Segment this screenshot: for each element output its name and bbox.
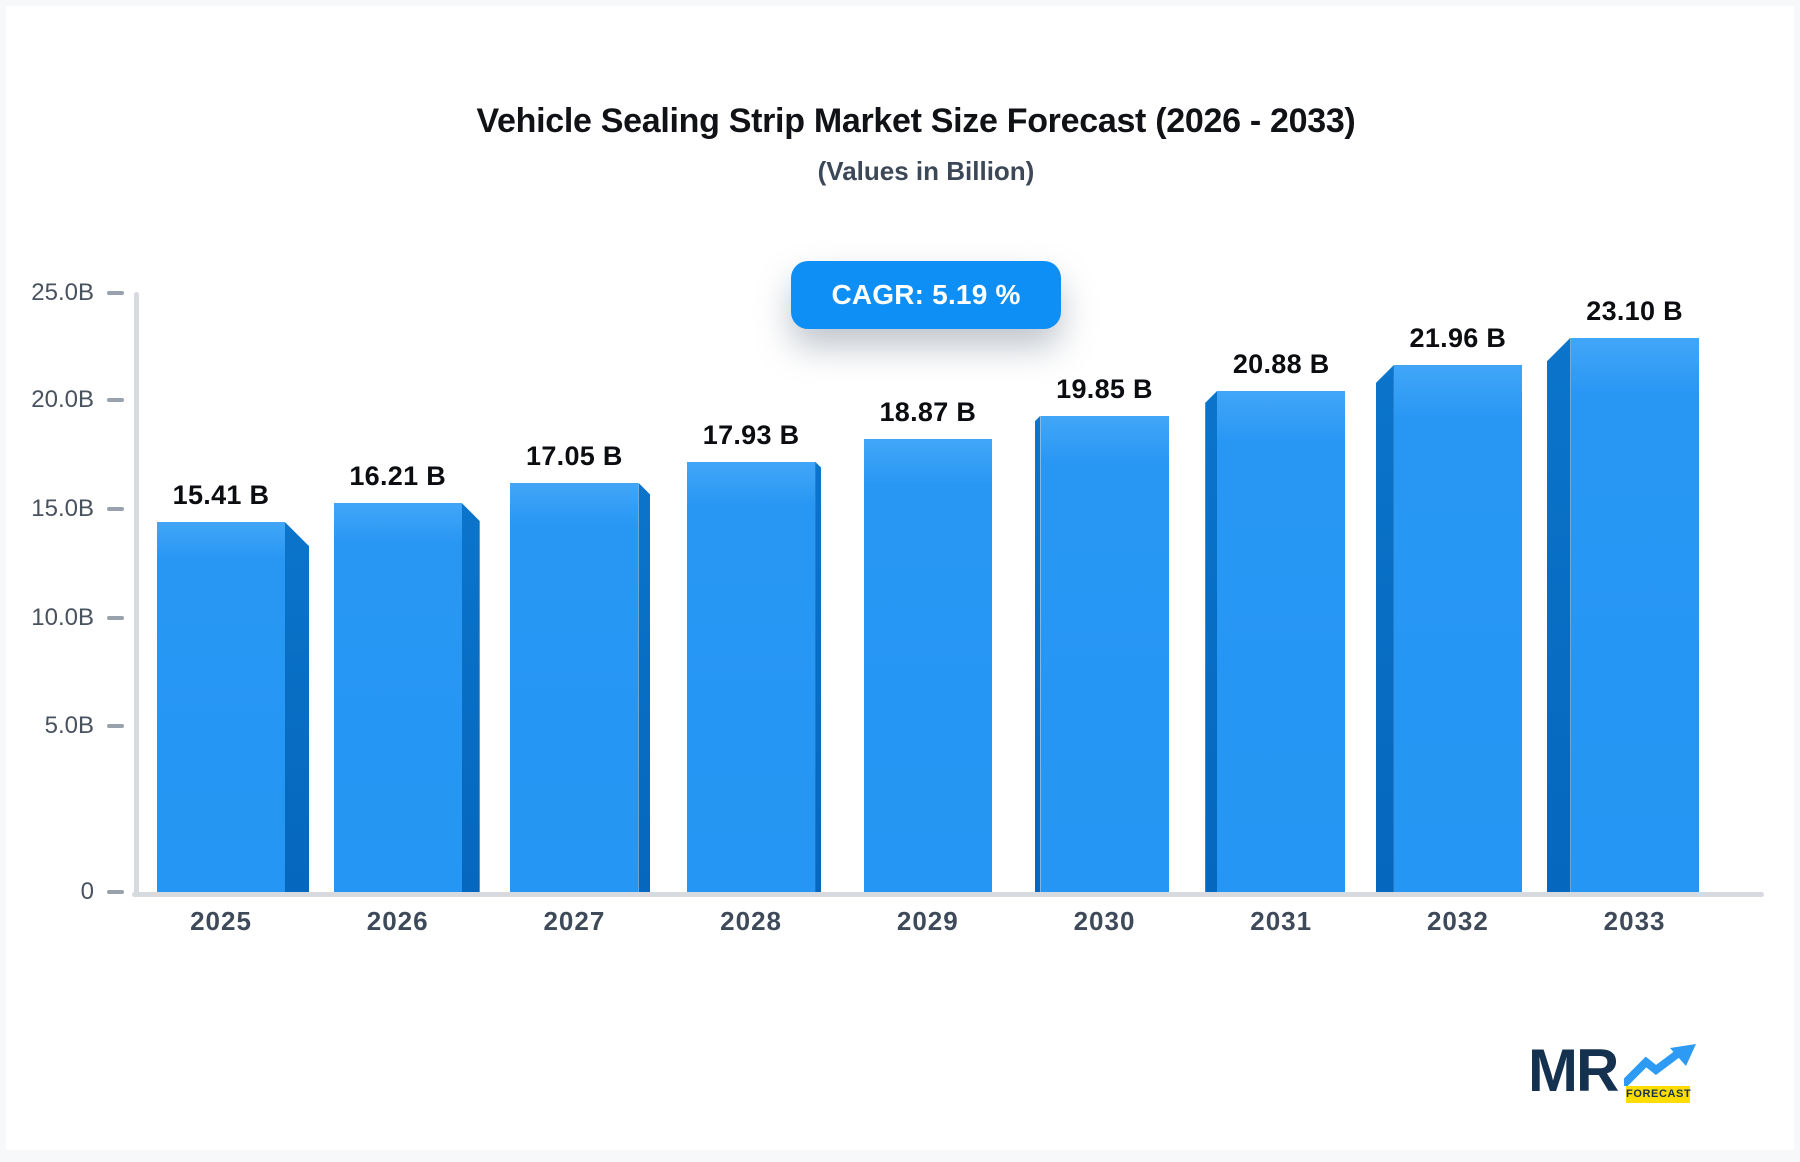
bar-value-label-2029: 18.87 B <box>879 397 977 428</box>
logo-brand-text: MR <box>1528 1037 1619 1104</box>
y-tick-label: 20.0B <box>31 386 94 413</box>
y-tick-label: 5.0B <box>44 712 94 739</box>
chart-card: Vehicle Sealing Strip Market Size Foreca… <box>6 6 1794 1150</box>
x-axis-label-2025: 2025 <box>190 906 252 936</box>
bar-side-face-2033 <box>1546 337 1571 892</box>
bar-2032 <box>1393 364 1522 892</box>
bar-value-label-2031: 20.88 B <box>1232 348 1330 379</box>
bar-2027 <box>510 482 639 892</box>
x-axis-label-2031: 2031 <box>1250 906 1313 936</box>
y-axis-line <box>134 292 139 897</box>
bar-side-face-2030 <box>1034 415 1041 892</box>
cagr-badge: CAGR: 5.19 % <box>791 261 1061 329</box>
x-axis-label-2029: 2029 <box>896 906 959 936</box>
logo-tagline-badge: FORECAST <box>1626 1086 1691 1103</box>
bar-side-face-2032 <box>1375 364 1394 892</box>
bar-value-label-2025: 15.41 B <box>172 480 270 511</box>
chart-subtitle: (Values in Billion) <box>817 156 1035 186</box>
chart-title: Vehicle Sealing Strip Market Size Foreca… <box>476 102 1356 140</box>
growth-arrow-icon <box>1624 1044 1696 1086</box>
bar-side-face-2025 <box>285 522 309 892</box>
bar-side-face-2031 <box>1205 390 1218 892</box>
x-axis-label-2027: 2027 <box>543 906 606 936</box>
cagr-badge-label: CAGR: 5.19 % <box>831 279 1021 310</box>
x-axis-label-2033: 2033 <box>1603 906 1666 936</box>
bar-2029 <box>863 439 992 892</box>
bar-chart-plot: 25.0B 20.0B 15.0B 10.0B 5.0B 0 15.41 B 2025 16.2… <box>6 6 1800 1162</box>
y-tick-label: 15.0B <box>31 495 94 522</box>
x-axis-label-2028: 2028 <box>720 906 783 936</box>
bar-2028 <box>687 461 816 892</box>
bar-2033 <box>1570 337 1699 892</box>
bar-value-label-2028: 17.93 B <box>702 419 800 450</box>
bar-2030 <box>1040 415 1169 892</box>
bar-side-face-2028 <box>815 461 822 892</box>
y-tick-label: 0 <box>80 878 94 905</box>
bar-side-face-2026 <box>461 502 480 892</box>
x-axis-baseline <box>132 892 1764 897</box>
y-tick-mark <box>107 507 124 511</box>
bar-value-label-2027: 17.05 B <box>526 440 623 471</box>
y-tick-mark <box>107 616 124 620</box>
y-tick-mark <box>107 291 124 295</box>
y-tick-mark <box>107 890 124 894</box>
bar-value-label-2026: 16.21 B <box>349 460 447 491</box>
y-tick-label: 25.0B <box>31 279 94 306</box>
bar-value-label-2032: 21.96 B <box>1409 322 1507 353</box>
bar-value-label-2030: 19.85 B <box>1056 373 1153 404</box>
y-tick-label: 10.0B <box>31 604 94 631</box>
bar-2025 <box>157 522 285 892</box>
bar-value-label-2033: 23.10 B <box>1586 295 1683 326</box>
x-axis-label-2032: 2032 <box>1426 906 1489 936</box>
x-axis-label-2030: 2030 <box>1073 906 1136 936</box>
y-tick-mark <box>107 724 124 728</box>
y-tick-mark <box>107 398 124 402</box>
mr-forecast-logo: MR FORECAST <box>1528 1036 1708 1116</box>
x-axis-label-2026: 2026 <box>366 906 429 936</box>
bar-side-face-2027 <box>638 482 651 892</box>
bar-2026 <box>333 502 462 892</box>
bar-2031 <box>1217 390 1346 892</box>
